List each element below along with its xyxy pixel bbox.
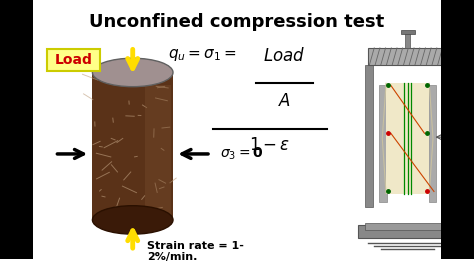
Bar bbox=[401, 30, 415, 34]
Bar bbox=[365, 65, 373, 207]
Bar bbox=[0, 0, 33, 259]
Polygon shape bbox=[92, 72, 173, 220]
Bar bbox=[429, 85, 436, 202]
Bar bbox=[441, 0, 474, 259]
Text: $1 - \varepsilon$: $1 - \varepsilon$ bbox=[249, 137, 291, 154]
Text: Strain rate = 1-
2%/min.: Strain rate = 1- 2%/min. bbox=[147, 241, 244, 262]
Bar bbox=[405, 32, 410, 48]
Text: Load: Load bbox=[55, 53, 92, 67]
Text: $Load$: $Load$ bbox=[263, 47, 306, 65]
Bar bbox=[379, 85, 387, 202]
Ellipse shape bbox=[92, 58, 173, 87]
FancyBboxPatch shape bbox=[47, 49, 100, 71]
Ellipse shape bbox=[92, 206, 173, 234]
Bar bbox=[365, 223, 451, 230]
Bar bbox=[358, 225, 457, 238]
Bar bbox=[368, 48, 447, 65]
Bar bbox=[386, 83, 429, 194]
Bar bbox=[441, 65, 449, 207]
Text: $\sigma_3 = \mathbf{0}$: $\sigma_3 = \mathbf{0}$ bbox=[220, 146, 264, 162]
Polygon shape bbox=[145, 85, 171, 215]
Text: Unconfined compression test: Unconfined compression test bbox=[90, 13, 384, 31]
Text: $q_u = \sigma_1 =$: $q_u = \sigma_1 =$ bbox=[168, 47, 237, 63]
Text: $A$: $A$ bbox=[278, 93, 291, 110]
